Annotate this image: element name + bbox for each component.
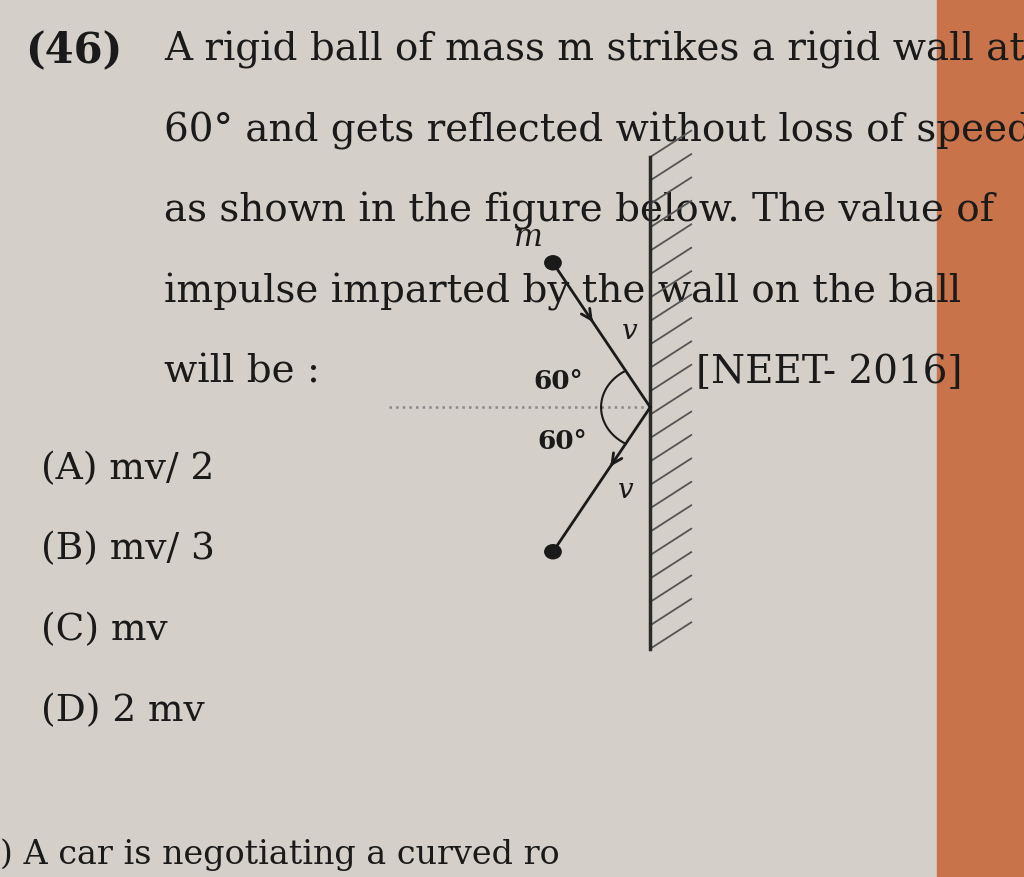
Text: (46): (46) [26, 31, 123, 73]
Text: (C) mv: (C) mv [41, 611, 168, 647]
Circle shape [545, 545, 561, 560]
Text: (A) mv/ 2: (A) mv/ 2 [41, 450, 214, 486]
Text: impulse imparted by the wall on the ball: impulse imparted by the wall on the ball [164, 273, 961, 310]
Text: (B) mv/ 3: (B) mv/ 3 [41, 531, 215, 567]
Text: [NEET- 2016]: [NEET- 2016] [696, 353, 963, 390]
Text: v: v [618, 476, 634, 503]
Text: as shown in the figure below. The value of: as shown in the figure below. The value … [164, 192, 994, 230]
Text: (D) 2 mv: (D) 2 mv [41, 692, 205, 728]
Text: v: v [622, 318, 638, 345]
Text: m: m [514, 222, 543, 253]
Text: 60°: 60° [538, 429, 587, 453]
Bar [937, 0, 1024, 877]
Circle shape [545, 256, 561, 270]
Text: 60°: 60° [534, 369, 583, 394]
Text: A rigid ball of mass m strikes a rigid wall at: A rigid ball of mass m strikes a rigid w… [164, 31, 1024, 68]
Text: will be :: will be : [164, 353, 319, 390]
Text: 60° and gets reflected without loss of speed: 60° and gets reflected without loss of s… [164, 111, 1024, 149]
Text: ) A car is negotiating a curved ro: ) A car is negotiating a curved ro [0, 838, 560, 870]
